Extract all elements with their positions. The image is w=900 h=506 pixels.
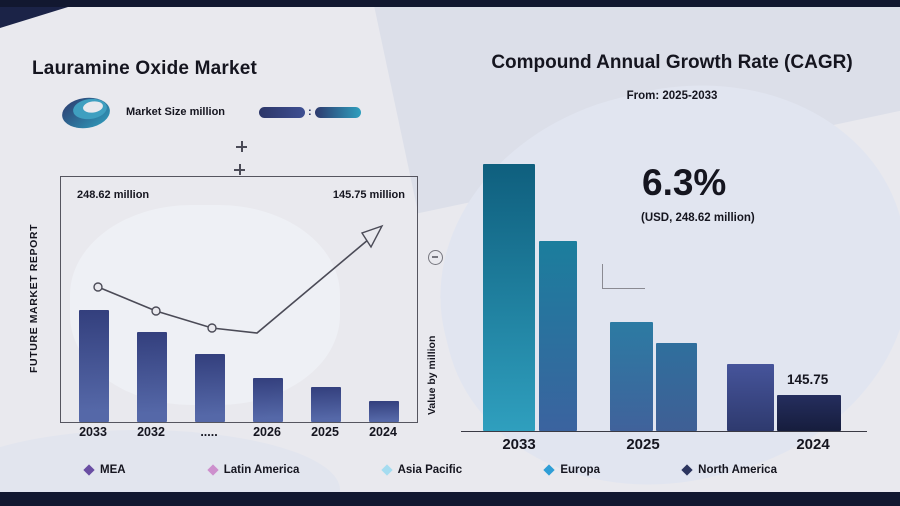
- start-value-label: 248.62 million: [77, 189, 150, 201]
- market-x-label: 2033: [79, 425, 107, 439]
- legend-diamond-marker: [380, 464, 393, 476]
- bottom-border-bar: [0, 492, 900, 506]
- legend-item-north-america: North America: [681, 464, 777, 476]
- market-bar-2024: [369, 401, 399, 422]
- page-title: Lauramine Oxide Market: [32, 58, 258, 79]
- market-x-label: 2025: [311, 425, 339, 439]
- legend-diamond-marker: [207, 464, 219, 476]
- minus-circle-icon: [428, 250, 443, 265]
- cagr-chart: 2033 2025 2024: [455, 158, 867, 453]
- market-bar-slot: [297, 387, 355, 422]
- legend-item-europa: Europa: [543, 464, 600, 476]
- corner-bracket-decoration: [602, 264, 645, 289]
- legend-diamond-marker: [83, 464, 95, 476]
- legend-item-asia-pacific: Asia Pacific: [380, 464, 463, 476]
- cagr-x-label: 2024: [796, 436, 830, 453]
- market-x-label: .....: [200, 425, 218, 439]
- cagr-bar-2024-primary: [727, 364, 774, 431]
- market-size-x-axis: 2033 2032..... 2026 2025 2024: [60, 425, 416, 439]
- market-bar-slot: [123, 332, 181, 422]
- top-border-bar: [0, 0, 900, 7]
- legend-item-label: Asia Pacific: [397, 464, 463, 476]
- legend-pill-gradient: [314, 106, 361, 118]
- plus-icon: [234, 164, 245, 175]
- cagr-value: 6.3%: [642, 162, 727, 203]
- market-size-disc-icon: [60, 92, 118, 132]
- cagr-bar-2025-secondary: [656, 343, 697, 431]
- legend-pill-dark: [259, 106, 306, 118]
- region-legend: MEA Latin America Asia Pacific Europa North …: [83, 464, 777, 476]
- plus-icon: [236, 141, 247, 152]
- market-size-bars: [61, 177, 417, 422]
- legend-item-label: North America: [698, 464, 777, 476]
- market-bar-2033: [79, 310, 109, 422]
- cagr-x-label: 2025: [626, 436, 660, 453]
- market-x-label: 2032: [137, 425, 165, 439]
- market-size-legend-row: Market Size million :: [60, 92, 361, 132]
- cagr-bar-2024-secondary: [777, 395, 841, 431]
- cagr-bar-2033-primary: [483, 164, 535, 431]
- market-bar-slot: [239, 378, 297, 422]
- market-bar-slot: [181, 354, 239, 422]
- cagr-x-label: 2033: [502, 436, 536, 453]
- market-bar-2025: [311, 387, 341, 422]
- market-bar-.....: [195, 354, 225, 422]
- corner-accent-triangle: [0, 7, 68, 28]
- legend-item-label: Latin America: [223, 464, 300, 476]
- future-market-report-label: FUTURE MARKET REPORT: [28, 223, 40, 374]
- legend-pill-separator: :: [308, 106, 312, 118]
- market-bar-slot: [355, 401, 413, 422]
- cagr-annotation-145: 145.75: [787, 372, 829, 387]
- market-x-label: 2024: [369, 425, 397, 439]
- cagr-x-axis-line: [461, 431, 867, 432]
- market-bar-2026: [253, 378, 283, 422]
- market-size-chart: 248.62 million 145.75 million: [60, 176, 418, 423]
- cagr-bar-2033-secondary: [539, 241, 577, 431]
- cagr-note: (USD, 248.62 million): [641, 212, 755, 224]
- market-size-legend-label: Market Size million: [126, 106, 226, 118]
- market-bar-slot: [65, 310, 123, 422]
- market-bar-2032: [137, 332, 167, 422]
- cagr-bar-2025-primary: [610, 322, 653, 431]
- legend-diamond-marker: [681, 464, 693, 476]
- market-x-label: 2026: [253, 425, 281, 439]
- legend-item-label: Europa: [560, 464, 600, 476]
- cagr-title: Compound Annual Growth Rate (CAGR): [491, 52, 853, 73]
- end-value-label: 145.75 million: [332, 189, 405, 201]
- legend-item-label: MEA: [100, 464, 126, 476]
- cagr-subtitle: From: 2025-2033: [626, 90, 718, 102]
- legend-item-mea: MEA: [83, 464, 126, 476]
- legend-diamond-marker: [543, 464, 556, 476]
- value-by-million-label: Value by million: [426, 335, 438, 415]
- legend-item-latin-america: Latin America: [207, 464, 300, 476]
